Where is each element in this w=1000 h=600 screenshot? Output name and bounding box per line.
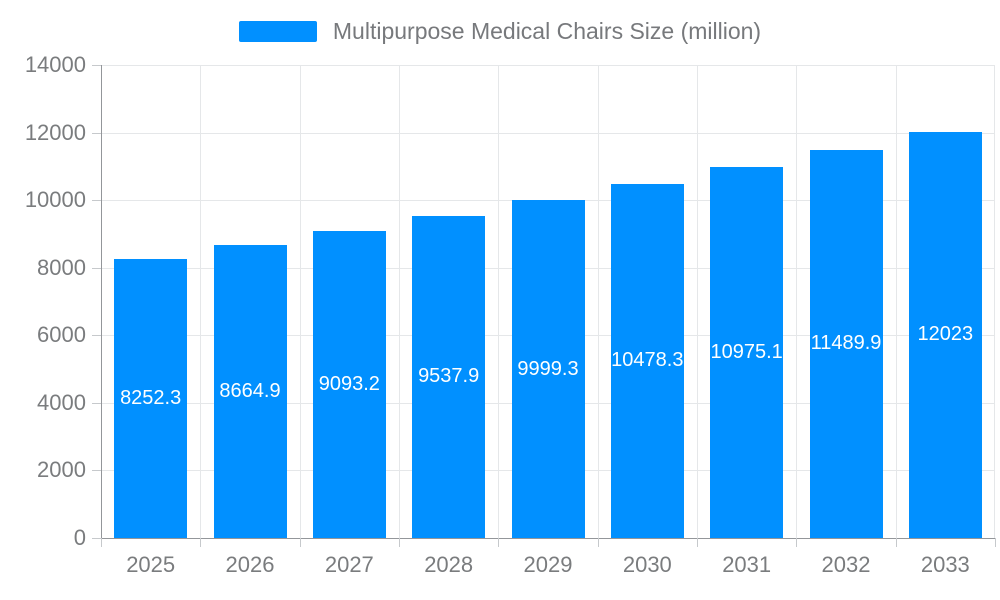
bar-2033[interactable]: 12023: [908, 131, 982, 538]
x-axis-tick: [200, 538, 202, 547]
x-axis-tick: [299, 538, 301, 547]
bar-2029[interactable]: 9999.3: [511, 200, 585, 538]
bar-value-label: 12023: [917, 323, 974, 346]
v-gridline: [697, 65, 698, 538]
y-axis-label: 14000: [24, 52, 86, 77]
x-axis-label: 2033: [920, 552, 970, 577]
y-axis-tick: [92, 538, 101, 539]
bar-2027[interactable]: 9093.2: [312, 230, 386, 538]
bar-2025[interactable]: 8252.3: [114, 259, 188, 538]
v-gridline: [299, 65, 301, 538]
bar-value-label: 8664.9: [219, 380, 281, 403]
x-axis-label: 2027: [324, 552, 374, 577]
y-axis-label: 2000: [37, 457, 86, 483]
x-axis-tick: [597, 538, 599, 547]
v-gridline: [994, 65, 995, 538]
bar-2026[interactable]: 8664.9: [213, 245, 287, 538]
v-gridline: [597, 65, 599, 538]
y-axis-label: 10000: [24, 187, 86, 213]
v-gridline: [796, 65, 798, 538]
y-axis-line: [101, 65, 102, 538]
bar-value-label: 10478.3: [611, 349, 684, 372]
x-axis-label: 2028: [424, 552, 474, 577]
x-axis-tick: [995, 538, 996, 547]
y-axis-label: 0: [73, 525, 86, 550]
y-axis-label: 12000: [24, 119, 86, 145]
legend-item[interactable]: Multipurpose Medical Chairs Size (millio…: [0, 18, 1000, 45]
y-axis-tick: [92, 200, 101, 202]
bar-2028[interactable]: 9537.9: [412, 215, 486, 538]
x-axis-label: 2032: [821, 552, 871, 577]
v-gridline: [498, 65, 500, 538]
y-axis-tick: [92, 267, 101, 269]
v-gridline: [399, 65, 400, 538]
bar-value-label: 11489.9: [810, 332, 882, 355]
x-axis-label: 2029: [523, 552, 573, 577]
h-gridline: [101, 132, 995, 134]
bar-2030[interactable]: 10478.3: [610, 183, 684, 538]
y-axis-tick: [92, 470, 101, 472]
y-axis-tick: [92, 402, 101, 404]
x-axis-tick: [796, 538, 798, 547]
y-axis-label: 4000: [37, 389, 86, 415]
y-axis-label: 8000: [37, 254, 86, 280]
x-axis-tick: [697, 538, 698, 547]
x-axis-tick: [399, 538, 400, 547]
bar-value-label: 9537.9: [418, 365, 480, 388]
h-gridline: [101, 65, 995, 66]
x-axis-tick: [498, 538, 500, 547]
x-axis-line: [101, 538, 995, 539]
x-axis-label: 2031: [722, 552, 772, 577]
legend-swatch: [238, 21, 317, 42]
bar-2032[interactable]: 11489.9: [809, 149, 883, 538]
y-axis-label: 6000: [37, 322, 86, 348]
plot-area: 8252.3 8664.9 9093.2 9537.9 9999.3 10478.3 109…: [101, 65, 995, 538]
x-axis-tick: [101, 538, 102, 547]
x-axis-label: 2025: [126, 552, 176, 577]
bar-value-label: 9093.2: [318, 372, 380, 395]
legend-label: Multipurpose Medical Chairs Size (millio…: [332, 18, 762, 44]
v-gridline: [200, 65, 202, 538]
bar-value-label: 10975.1: [710, 341, 783, 364]
y-axis-tick: [92, 65, 101, 66]
bar-value-label: 9999.3: [517, 357, 579, 380]
y-axis-tick: [92, 132, 101, 134]
bar-value-label: 8252.3: [120, 387, 182, 410]
x-axis-tick: [895, 538, 897, 547]
y-axis-tick: [92, 335, 101, 337]
x-axis-label: 2030: [622, 552, 672, 577]
x-axis-label: 2026: [225, 552, 275, 577]
bar-2031[interactable]: 10975.1: [710, 167, 784, 538]
v-gridline: [895, 65, 897, 538]
